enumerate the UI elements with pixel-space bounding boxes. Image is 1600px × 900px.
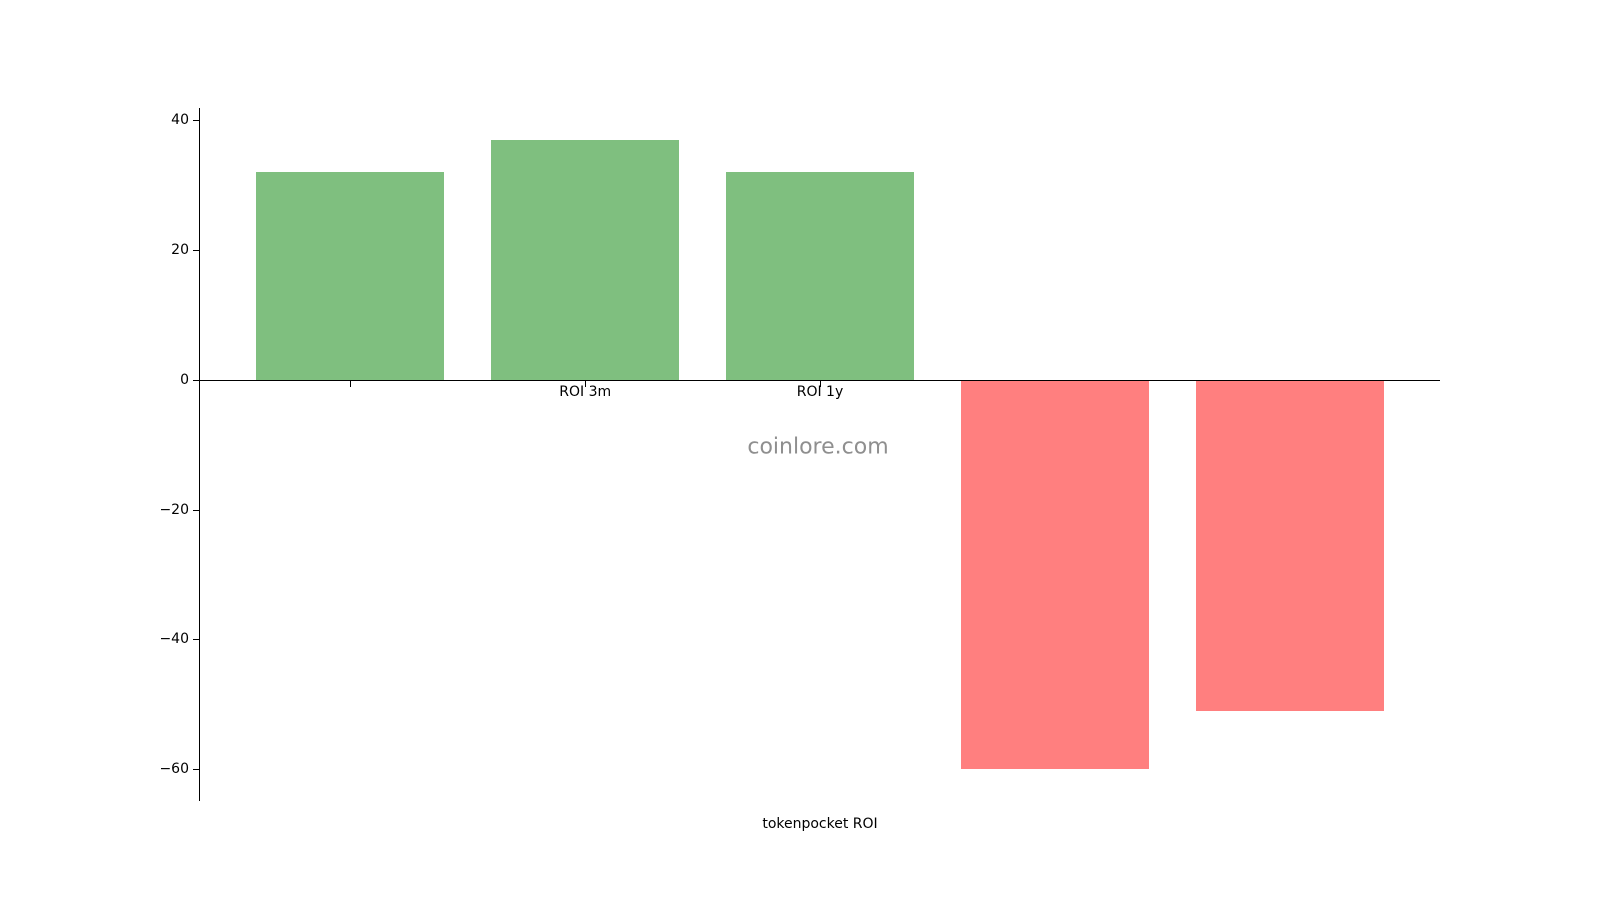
y-tick-mark xyxy=(193,380,199,381)
bar-roi-1y xyxy=(726,172,914,380)
x-axis-title: tokenpocket ROI xyxy=(762,816,878,832)
y-tick-label: −60 xyxy=(159,761,189,777)
x-tick-mark xyxy=(350,380,351,387)
bar-unlabeled-3 xyxy=(960,379,1149,770)
x-tick-label: ROI 3m xyxy=(559,383,612,400)
x-tick-label: ROI 1y xyxy=(796,383,844,400)
y-tick-label: 40 xyxy=(171,112,189,128)
y-axis-spine xyxy=(199,108,200,801)
y-tick-mark xyxy=(193,639,199,640)
y-tick-mark xyxy=(193,769,199,770)
y-tick-mark xyxy=(193,250,199,251)
x-tick-mark xyxy=(585,380,586,387)
y-tick-label: −40 xyxy=(159,631,189,647)
y-tick-mark xyxy=(193,120,199,121)
y-tick-label: 0 xyxy=(180,372,189,388)
x-axis-zero-line xyxy=(200,380,1440,381)
y-tick-mark xyxy=(193,510,199,511)
bar-unlabeled-4 xyxy=(1195,379,1384,711)
bar-roi-3m xyxy=(491,139,680,380)
y-tick-label: −20 xyxy=(159,502,189,518)
bar-unlabeled-0 xyxy=(256,172,445,380)
y-tick-label: 20 xyxy=(171,242,189,258)
watermark: coinlore.com xyxy=(747,434,889,460)
x-tick-mark xyxy=(820,380,821,387)
